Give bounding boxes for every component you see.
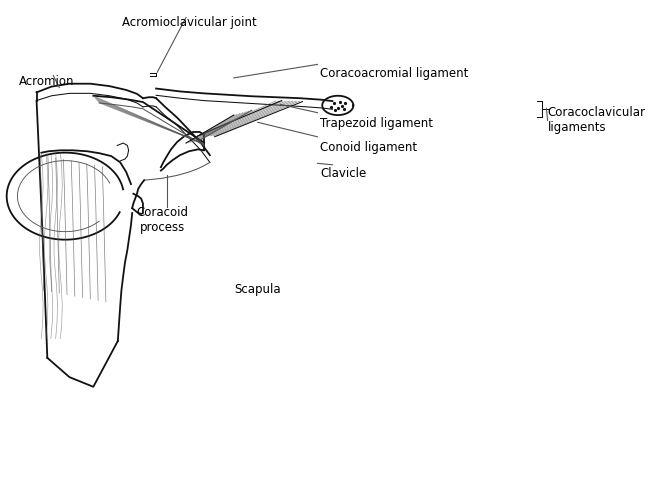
Text: Clavicle: Clavicle <box>320 167 367 180</box>
Text: Coracoid
process: Coracoid process <box>136 206 188 234</box>
Text: Scapula: Scapula <box>234 283 281 296</box>
Text: Acromioclavicular joint: Acromioclavicular joint <box>122 16 256 29</box>
Text: Trapezoid ligament: Trapezoid ligament <box>320 117 434 130</box>
Text: Coracoacromial ligament: Coracoacromial ligament <box>320 67 469 80</box>
Text: Conoid ligament: Conoid ligament <box>320 141 418 153</box>
Text: Acromion: Acromion <box>18 76 74 89</box>
Text: Coracoclavicular
ligaments: Coracoclavicular ligaments <box>547 106 645 135</box>
